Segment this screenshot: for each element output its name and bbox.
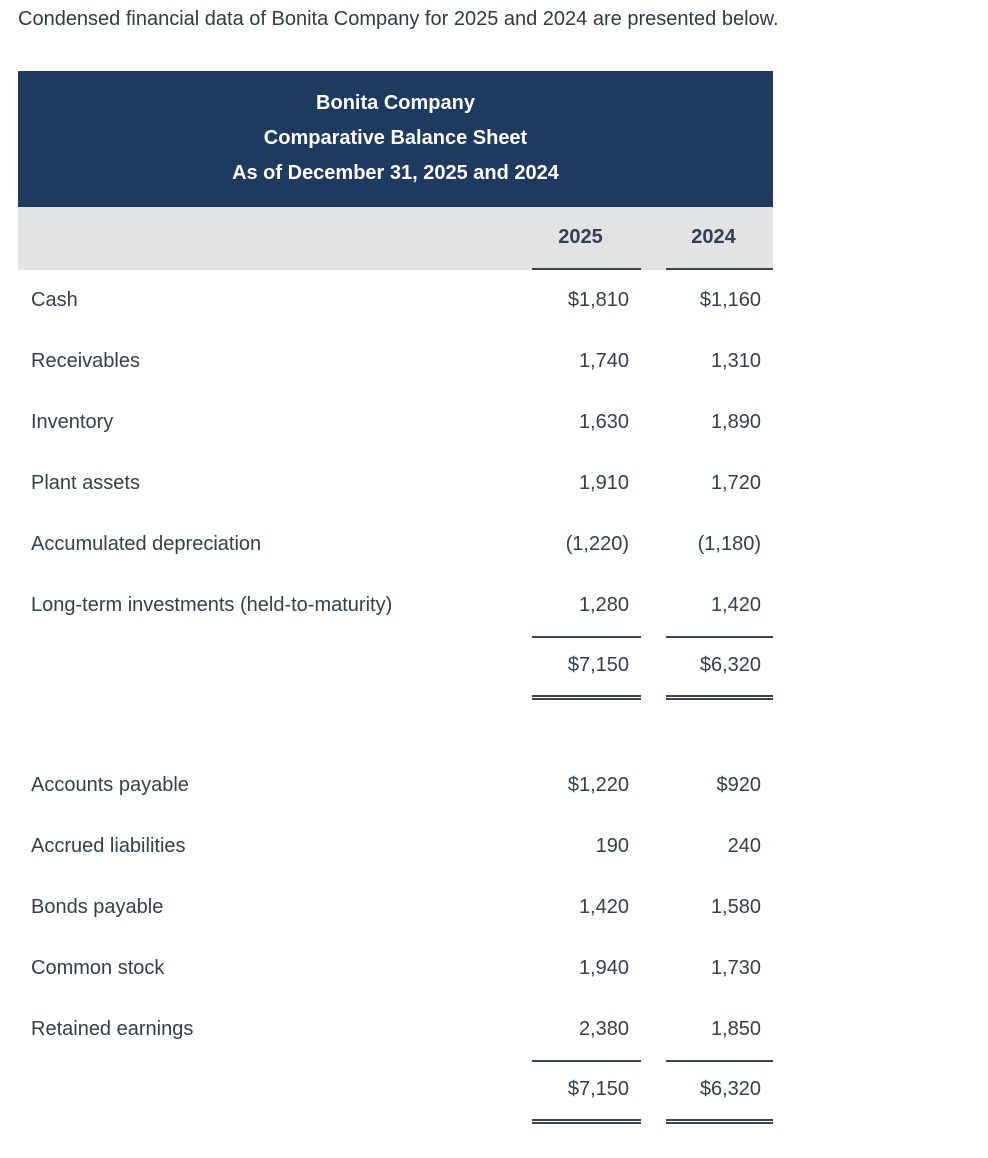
column-header-row: 2025 2024 xyxy=(18,207,773,270)
value-2024: 1,890 xyxy=(710,411,761,433)
assets-total-row: $7,150 $6,320 xyxy=(18,636,773,700)
value-2024: (1,180) xyxy=(697,533,761,555)
row-label: Common stock xyxy=(31,957,165,979)
liabilities-total-2024: $6,320 xyxy=(666,1060,773,1124)
table-row-common-stock: Common stock 1,940 1,730 xyxy=(18,938,773,999)
value-2025: 1,740 xyxy=(578,350,629,372)
row-label: Accounts payable xyxy=(31,774,189,796)
value-2024: 1,850 xyxy=(710,1018,761,1040)
table-row-long-term-investments: Long-term investments (held-to-maturity)… xyxy=(18,575,773,636)
section-gap xyxy=(18,700,773,755)
table-row-accumulated-depreciation: Accumulated depreciation (1,220) (1,180) xyxy=(18,514,773,575)
value-2024: 1,730 xyxy=(710,957,761,979)
value-2024: 1,310 xyxy=(710,350,761,372)
row-label: Long-term investments (held-to-maturity) xyxy=(31,594,393,616)
table-row-inventory: Inventory 1,630 1,890 xyxy=(18,392,773,453)
column-header-2024: 2024 xyxy=(666,207,773,270)
table-row-plant-assets: Plant assets 1,910 1,720 xyxy=(18,453,773,514)
assets-total-2025: $7,150 xyxy=(532,636,641,700)
value-2025: $1,810 xyxy=(567,289,629,311)
value-2025: 1,940 xyxy=(578,957,629,979)
statement-date: As of December 31, 2025 and 2024 xyxy=(232,162,559,184)
value-2025: 1,910 xyxy=(578,472,629,494)
value-2024: 240 xyxy=(727,835,761,857)
row-label: Accrued liabilities xyxy=(31,835,186,857)
table-row-retained-earnings: Retained earnings 2,380 1,850 xyxy=(18,999,773,1060)
value-2024: 1,420 xyxy=(710,594,761,616)
row-label: Retained earnings xyxy=(31,1018,194,1040)
company-name: Bonita Company xyxy=(316,92,475,114)
table-row-bonds-payable: Bonds payable 1,420 1,580 xyxy=(18,877,773,938)
table-row-accrued-liabilities: Accrued liabilities 190 240 xyxy=(18,816,773,877)
value-2025: $1,220 xyxy=(567,774,629,796)
table-row-cash: Cash $1,810 $1,160 xyxy=(18,270,773,331)
comparative-balance-sheet: Bonita Company Comparative Balance Sheet… xyxy=(18,71,773,1124)
assets-total-2024: $6,320 xyxy=(666,636,773,700)
sheet-title-block: Bonita Company Comparative Balance Sheet… xyxy=(18,71,773,207)
value-2025: (1,220) xyxy=(565,533,629,555)
row-label: Cash xyxy=(31,289,78,311)
row-label: Plant assets xyxy=(31,472,140,494)
liabilities-total-2025: $7,150 xyxy=(532,1060,641,1124)
value-2025: 1,630 xyxy=(578,411,629,433)
value-2024: $920 xyxy=(716,774,762,796)
value-2025: 190 xyxy=(595,835,629,857)
table-row-accounts-payable: Accounts payable $1,220 $920 xyxy=(18,755,773,816)
value-2025: 2,380 xyxy=(578,1018,629,1040)
intro-text: Condensed financial data of Bonita Compa… xyxy=(18,8,779,30)
value-2024: $1,160 xyxy=(699,289,761,311)
row-label: Receivables xyxy=(31,350,140,372)
row-label: Bonds payable xyxy=(31,896,164,918)
value-2025: 1,280 xyxy=(578,594,629,616)
statement-name: Comparative Balance Sheet xyxy=(263,127,528,149)
row-label: Inventory xyxy=(31,411,114,433)
value-2025: 1,420 xyxy=(578,896,629,918)
column-header-2025: 2025 xyxy=(532,207,641,270)
table-row-receivables: Receivables 1,740 1,310 xyxy=(18,331,773,392)
value-2024: 1,580 xyxy=(710,896,761,918)
row-label: Accumulated depreciation xyxy=(31,533,262,555)
value-2024: 1,720 xyxy=(710,472,761,494)
liabilities-total-row: $7,150 $6,320 xyxy=(18,1060,773,1124)
